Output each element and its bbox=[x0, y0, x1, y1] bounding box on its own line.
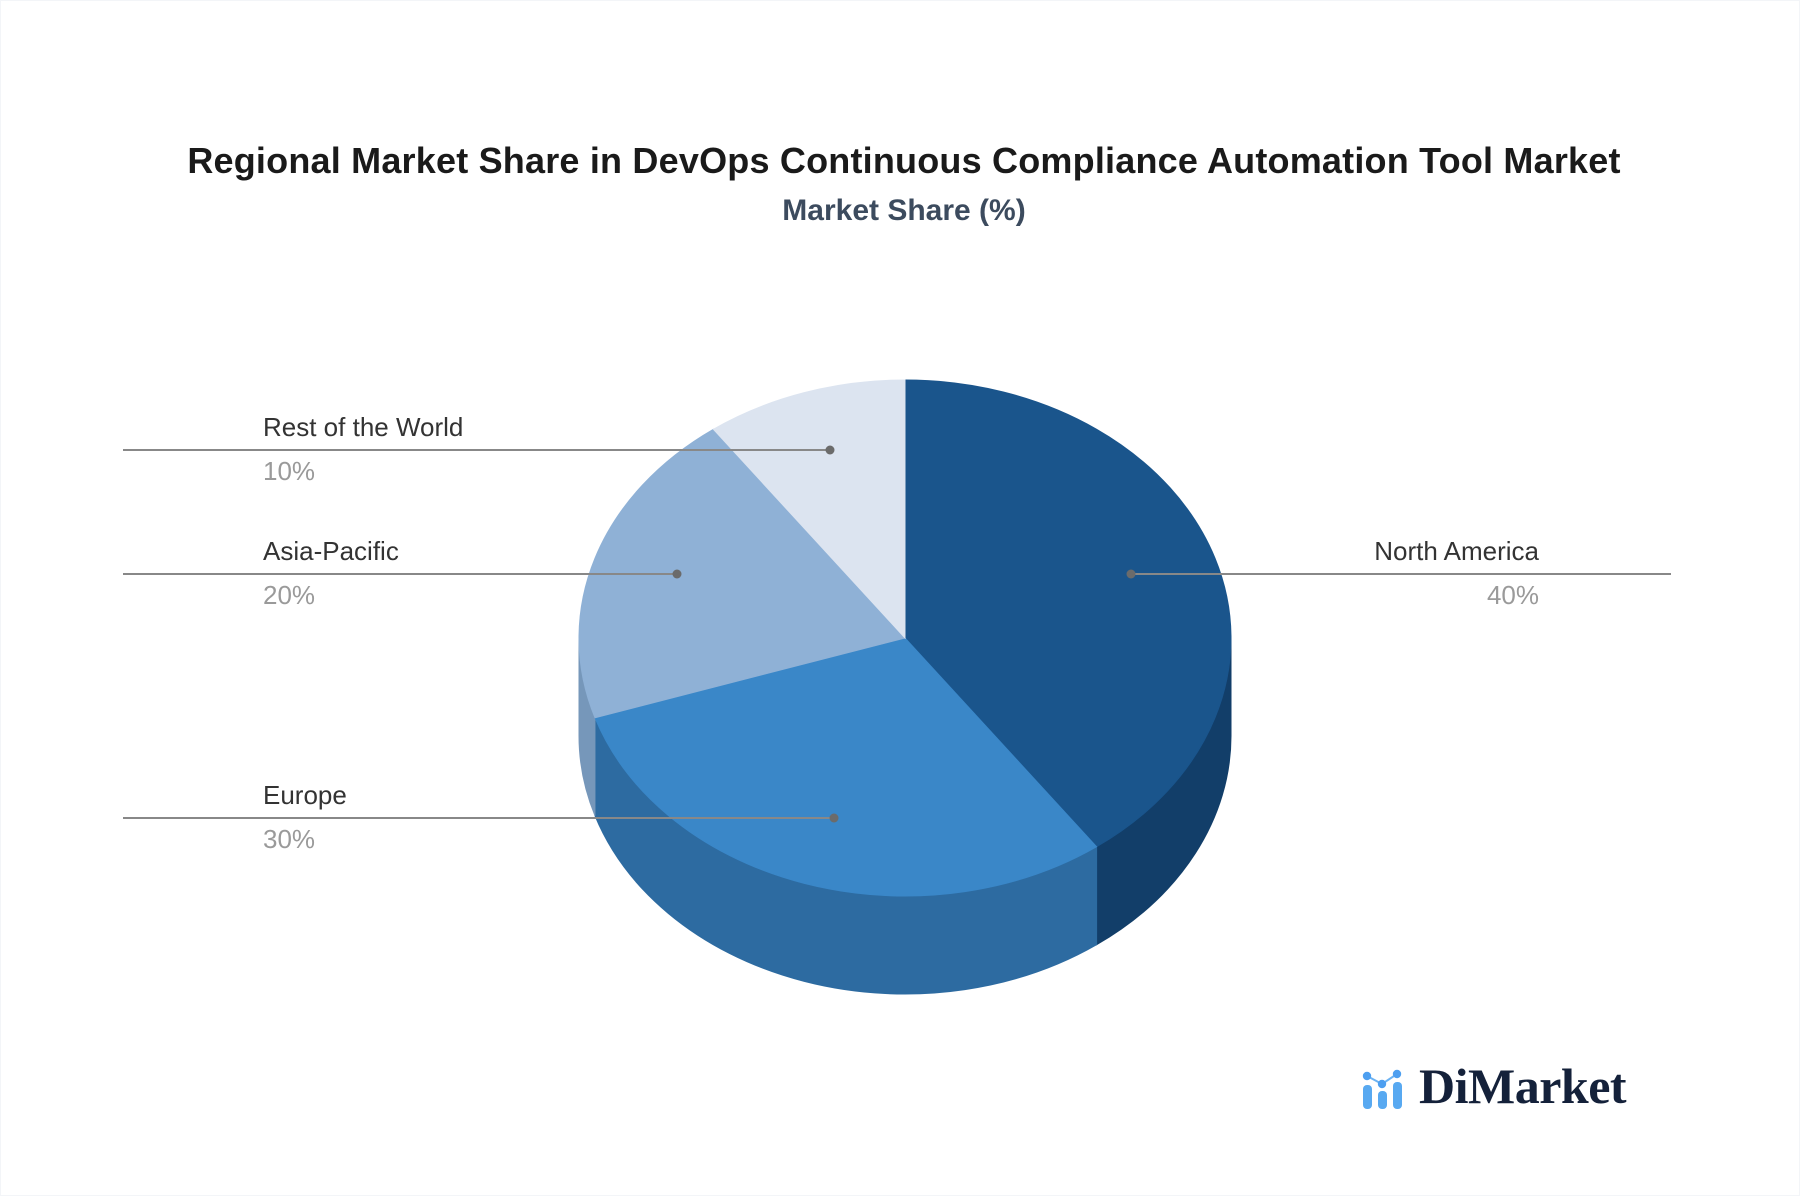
brand-name: DiMarket bbox=[1419, 1058, 1627, 1114]
leader-dot-asia-pacific bbox=[672, 569, 682, 579]
chart-title: Regional Market Share in DevOps Continuo… bbox=[187, 140, 1621, 181]
leader-dot-europe bbox=[829, 813, 839, 823]
pie-slice-europe[interactable] bbox=[594, 637, 1098, 897]
pie-slice-north-america[interactable] bbox=[904, 379, 1232, 848]
chart-subtitle: Market Share (%) bbox=[782, 194, 1026, 227]
slice-label-name: Europe bbox=[263, 780, 347, 810]
brand-logo: DiMarket bbox=[1361, 1041, 1651, 1111]
slice-label-name: Asia-Pacific bbox=[263, 536, 399, 566]
slice-label-name: North America bbox=[1374, 536, 1539, 566]
pie-slice-asia-pacific[interactable] bbox=[578, 428, 906, 719]
bar-chart-logo-icon bbox=[1362, 1069, 1402, 1109]
slice-label-value: 30% bbox=[263, 824, 316, 854]
slice-label-value: 40% bbox=[1486, 580, 1539, 610]
leader-dot-rest-of-the-world bbox=[825, 445, 835, 455]
pie-slice-rest-of-the-world[interactable] bbox=[712, 379, 906, 640]
slice-label-name: Rest of the World bbox=[263, 412, 464, 442]
slice-label-value: 10% bbox=[263, 456, 316, 486]
slice-label-value: 20% bbox=[263, 580, 316, 610]
leader-dot-north-america bbox=[1126, 569, 1136, 579]
